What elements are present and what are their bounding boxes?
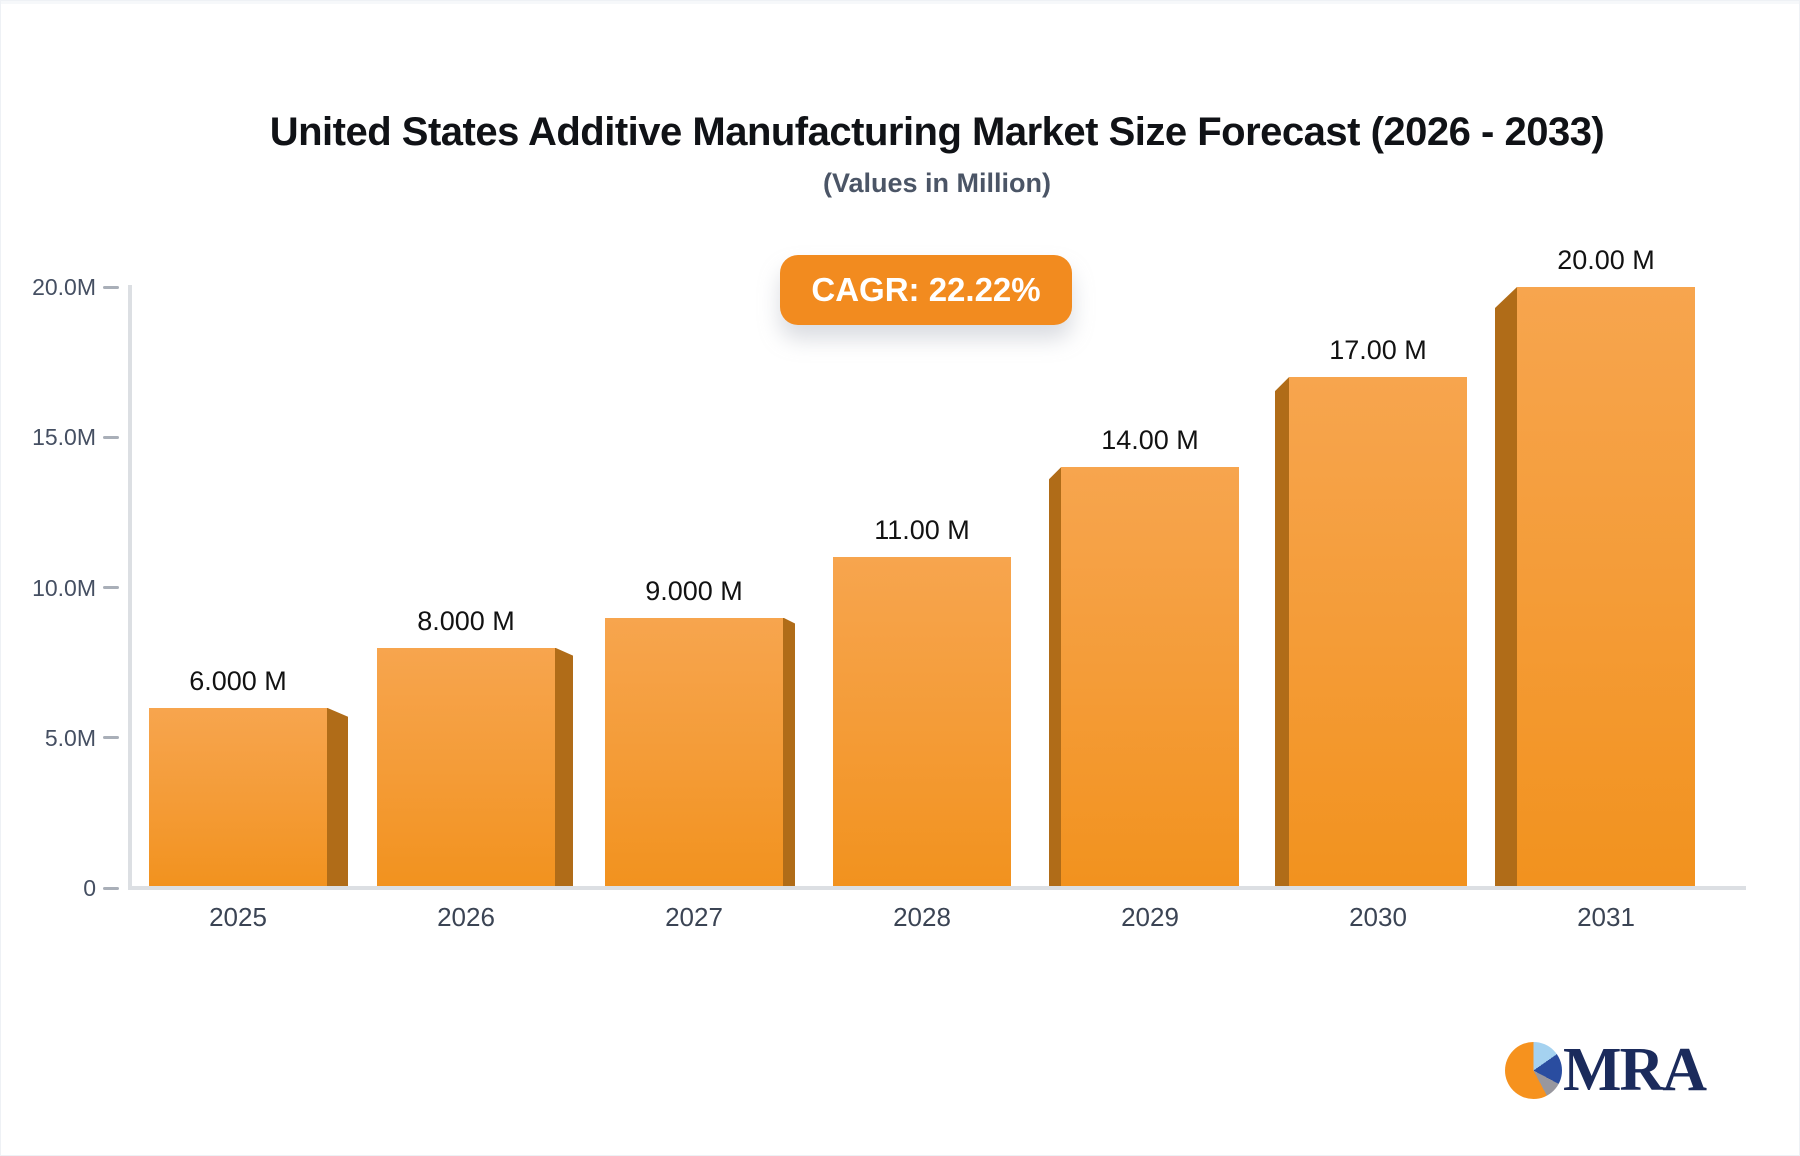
x-axis-line [128, 886, 1746, 890]
y-tick-dash [103, 736, 119, 740]
y-tick-label: 0 [83, 875, 96, 901]
y-tick-label: 20.0M [32, 274, 96, 300]
x-axis-label: 2028 [893, 902, 951, 932]
bar-value-label: 8.000 M [417, 605, 515, 636]
bar-side [783, 617, 795, 888]
bar-value-label: 20.00 M [1557, 245, 1655, 275]
x-axis-label: 2030 [1349, 902, 1407, 932]
y-tick-label: 10.0M [32, 574, 96, 601]
y-tick-dash [103, 586, 119, 589]
bar-side [1495, 287, 1517, 888]
bar-front [377, 647, 555, 888]
mra-pie-logo-icon [1505, 1041, 1562, 1099]
cagr-badge: CAGR: 22.22% [780, 255, 1072, 325]
bar-side [1049, 467, 1061, 888]
mra-logo-text: MRA [1563, 1036, 1707, 1104]
bar-front [605, 617, 783, 888]
page-title: United States Additive Manufacturing Mar… [269, 110, 1605, 154]
y-tick-dash [103, 285, 119, 289]
y-tick-dash [103, 435, 119, 439]
bar-side [1275, 377, 1289, 888]
bar-value-label: 9.000 M [645, 575, 743, 606]
bar-front [1517, 287, 1695, 888]
x-axis-label: 2027 [665, 902, 723, 932]
x-axis-label: 2031 [1577, 902, 1635, 932]
bar-value-label: 6.000 M [189, 665, 287, 696]
bar-front [1289, 377, 1467, 888]
x-axis-label: 2025 [209, 902, 267, 932]
y-axis-line [128, 285, 132, 888]
y-tick-label: 15.0M [32, 424, 96, 451]
page-top-strip [0, 0, 1800, 4]
bar-value-label: 11.00 M [874, 515, 970, 546]
y-tick-dash [103, 886, 119, 890]
mra-logo: MRA [1505, 1036, 1707, 1104]
bar-front [833, 557, 1011, 888]
y-tick-label: 5.0M [44, 724, 96, 751]
bar-value-label: 14.00 M [1101, 425, 1199, 456]
x-axis-label: 2029 [1121, 902, 1179, 932]
bar-front [1061, 467, 1239, 888]
x-axis-label: 2026 [437, 902, 495, 932]
bar-side [327, 707, 348, 888]
bar-side [555, 647, 573, 888]
bar-value-label: 17.00 M [1329, 335, 1427, 366]
bar-front [149, 707, 327, 888]
page-subtitle: (Values in Million) [822, 168, 1052, 198]
